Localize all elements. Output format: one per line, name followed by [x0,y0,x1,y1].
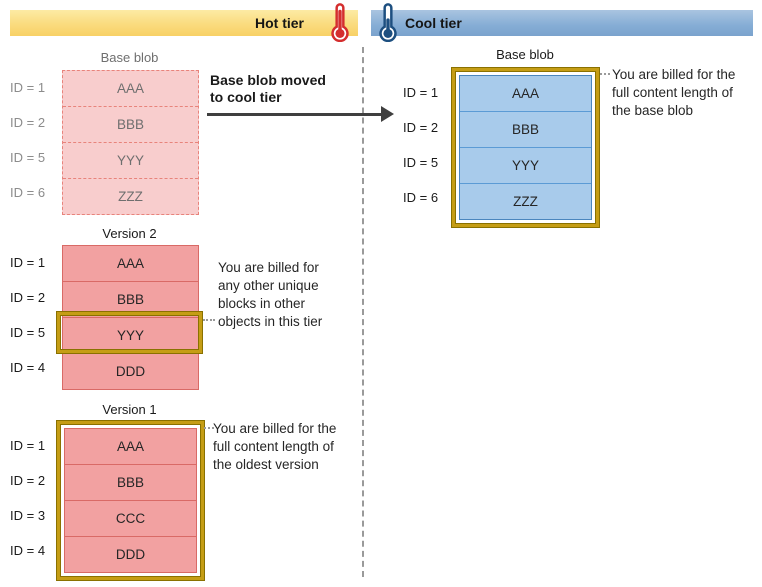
block-id-label: ID = 1 [10,80,46,95]
hot-tier-bar: Hot tier [10,10,358,36]
block-cell: ZZZ [460,183,591,219]
block-id-label: ID = 1 [10,438,46,453]
block-id-label: ID = 6 [10,185,46,200]
version2-title: Version 2 [102,226,157,241]
move-note-text: Base blob moved to cool tier [210,72,326,105]
version1-group: Version 1 ID = 1 ID = 2 ID = 3 ID = 4 AA… [10,402,360,582]
block-id-label: ID = 2 [10,473,46,488]
block-id-label: ID = 5 [10,150,46,165]
hot-base-blob-title: Base blob [100,50,159,65]
block-id-label: ID = 6 [403,190,439,205]
version2-group: Version 2 ID = 1 ID = 2 ID = 5 ID = 4 AA… [10,226,360,391]
version1-billed-highlight: AAA BBB CCC DDD [57,421,204,580]
version2-annotation: You are billed for any other unique bloc… [218,260,323,329]
block-cell: YYY [63,142,198,178]
version2-ids: ID = 1 ID = 2 ID = 5 ID = 4 [10,245,58,385]
cool-tier-label: Cool tier [405,15,462,31]
block-cell: CCC [65,500,196,536]
block-cell: YYY [63,317,198,353]
block-cell: AAA [116,81,144,96]
block-cell: BBB [63,281,198,317]
block-id-label: ID = 2 [10,115,46,130]
thermometer-hot-icon [331,3,349,42]
cool-base-blob-table: AAA BBB YYY ZZZ [459,75,592,220]
block-id-label: ID = 1 [10,255,46,270]
hot-base-blob-group: Base blob ID = 1 ID = 2 ID = 5 ID = 6 AA… [10,50,360,220]
annotation-connector-dots [600,73,610,75]
move-arrow-head [381,106,394,122]
version1-table: AAA BBB CCC DDD [64,428,197,573]
block-cell: AAA [511,86,539,101]
block-id-label: ID = 2 [403,120,439,135]
version1-annotation: You are billed for the full content leng… [213,421,337,472]
block-id-label: ID = 5 [403,155,439,170]
hot-base-blob-table: AAA BBB YYY ZZZ [62,70,199,215]
tier-separator-line [362,47,364,577]
block-cell: AAA [116,256,144,271]
annotation-connector-dots [204,427,214,429]
cool-base-blob-annotation: You are billed for the full content leng… [612,67,736,118]
cool-base-blob-ids: ID = 1 ID = 2 ID = 5 ID = 6 [403,75,451,215]
annotation-connector-dots [203,319,215,321]
block-id-label: ID = 4 [10,543,46,558]
cool-tier-bar: Cool tier [371,10,753,36]
hot-base-blob-ids: ID = 1 ID = 2 ID = 5 ID = 6 [10,70,58,210]
version1-ids: ID = 1 ID = 2 ID = 3 ID = 4 [10,428,58,568]
version1-title: Version 1 [102,402,157,417]
thermometer-cool-icon [379,3,397,42]
move-arrow-line [207,113,383,116]
cool-base-blob-title: Base blob [496,47,554,62]
block-id-label: ID = 3 [10,508,46,523]
block-id-label: ID = 5 [10,325,46,340]
block-id-label: ID = 4 [10,360,46,375]
cool-base-blob-billed-highlight: AAA BBB YYY ZZZ [452,68,599,227]
version2-table: AAA BBB YYY DDD [62,245,199,390]
block-cell: BBB [63,106,198,142]
block-cell: YYY [460,147,591,183]
block-id-label: ID = 1 [403,85,439,100]
block-cell: DDD [65,536,196,572]
block-id-label: ID = 2 [10,290,46,305]
billed-block-highlight [57,312,202,353]
block-cell: BBB [65,464,196,500]
cool-base-blob-group: Base blob ID = 1 ID = 2 ID = 5 ID = 6 AA… [400,47,760,227]
hot-tier-label: Hot tier [255,15,304,31]
block-cell: ZZZ [63,178,198,214]
block-cell: BBB [460,111,591,147]
block-cell: DDD [63,353,198,389]
block-cell: AAA [116,439,144,454]
